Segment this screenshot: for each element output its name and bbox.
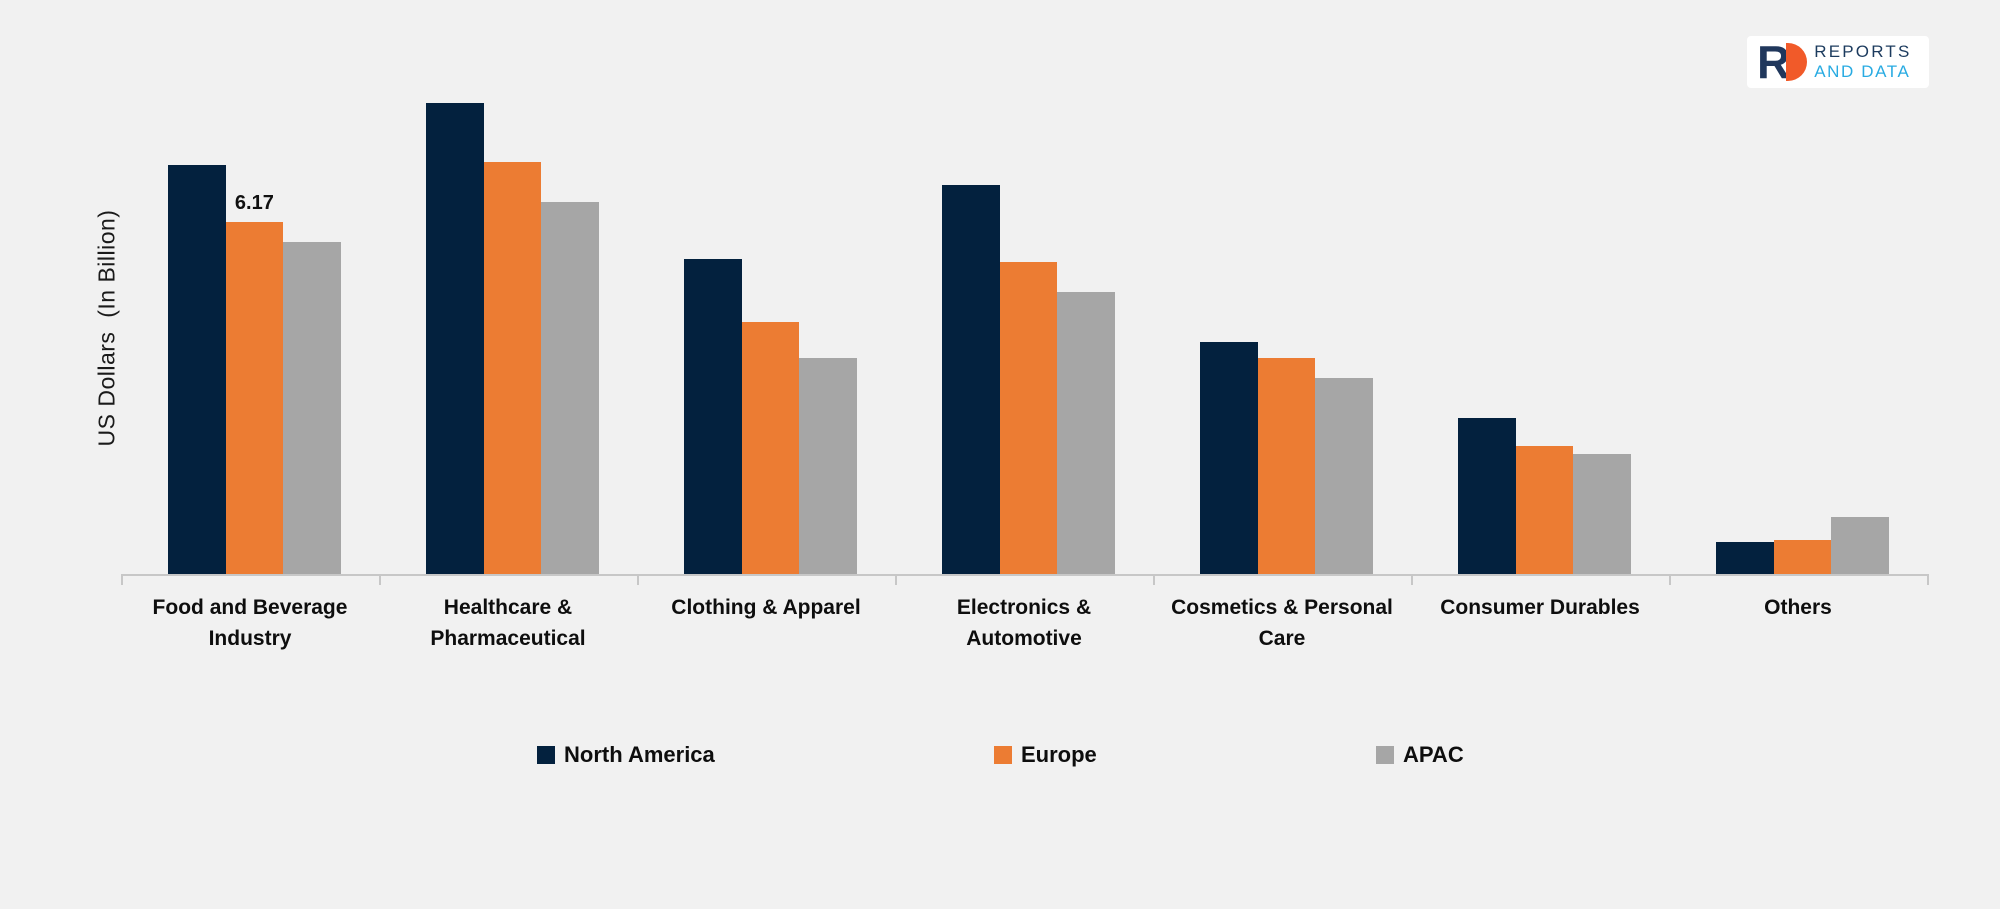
bar-north-america bbox=[942, 184, 1000, 574]
x-axis-tick bbox=[637, 574, 639, 585]
bar-europe bbox=[1773, 540, 1832, 574]
bar-europe bbox=[483, 162, 542, 574]
bar-apac bbox=[541, 202, 599, 574]
x-axis-category-label: Electronics & Automotive bbox=[956, 596, 1092, 650]
bar-apac bbox=[799, 357, 857, 574]
x-axis-category-label: Healthcare & Pharmaceutical bbox=[430, 596, 586, 650]
bar-north-america bbox=[168, 164, 226, 574]
bar-north-america bbox=[1716, 542, 1774, 574]
bar-apac bbox=[1057, 291, 1115, 574]
legend-marker-icon bbox=[994, 746, 1012, 764]
legend-marker-icon bbox=[1376, 746, 1394, 764]
x-axis-category-label: Clothing & Apparel bbox=[671, 596, 861, 619]
bar-europe bbox=[999, 261, 1058, 574]
x-axis-tick bbox=[895, 574, 897, 585]
bar-north-america bbox=[1200, 341, 1258, 574]
x-axis-tick bbox=[1411, 574, 1413, 585]
x-axis-tick bbox=[1153, 574, 1155, 585]
x-axis-tick bbox=[121, 574, 123, 585]
logo-text-line1: REPORTS bbox=[1814, 42, 1912, 61]
x-axis-category-label: Cosmetics & Personal Care bbox=[1171, 596, 1393, 650]
x-axis-category-label: Others bbox=[1764, 596, 1832, 619]
legend-marker-icon bbox=[537, 746, 555, 764]
logo-letter-d-icon bbox=[1786, 43, 1808, 81]
rd-logo-icon: R bbox=[1757, 36, 1808, 88]
bar-north-america bbox=[684, 259, 742, 574]
legend-label: APAC bbox=[1403, 742, 1464, 767]
bar-apac bbox=[1573, 454, 1631, 574]
bar-north-america bbox=[1458, 417, 1516, 574]
bar-europe bbox=[1257, 357, 1316, 574]
bar-apac bbox=[1831, 516, 1889, 574]
bar-value-label: 6.17 bbox=[234, 192, 274, 214]
x-axis-line bbox=[121, 574, 1927, 576]
x-axis-tick bbox=[1669, 574, 1671, 585]
bar-north-america bbox=[426, 103, 484, 574]
bar-europe bbox=[225, 222, 284, 574]
bar-europe bbox=[1515, 446, 1574, 574]
reports-and-data-logo: R REPORTS AND DATA bbox=[1747, 36, 1929, 88]
bar-apac bbox=[1315, 377, 1373, 574]
logo-text-line2: AND DATA bbox=[1814, 62, 1911, 81]
x-axis-tick bbox=[1927, 574, 1929, 585]
logo-text: REPORTS AND DATA bbox=[1814, 42, 1911, 82]
x-axis-category-label: Food and Beverage Industry bbox=[152, 596, 348, 650]
x-axis-tick bbox=[379, 574, 381, 585]
bar-apac bbox=[283, 241, 341, 574]
x-axis-category-label: Consumer Durables bbox=[1440, 596, 1640, 619]
logo-letter-r: R bbox=[1757, 36, 1790, 88]
bar-europe bbox=[741, 321, 800, 574]
legend-label: Europe bbox=[1021, 742, 1097, 767]
y-axis-title: US Dollars (In Billion) bbox=[93, 209, 120, 447]
legend-label: North America bbox=[564, 742, 715, 767]
